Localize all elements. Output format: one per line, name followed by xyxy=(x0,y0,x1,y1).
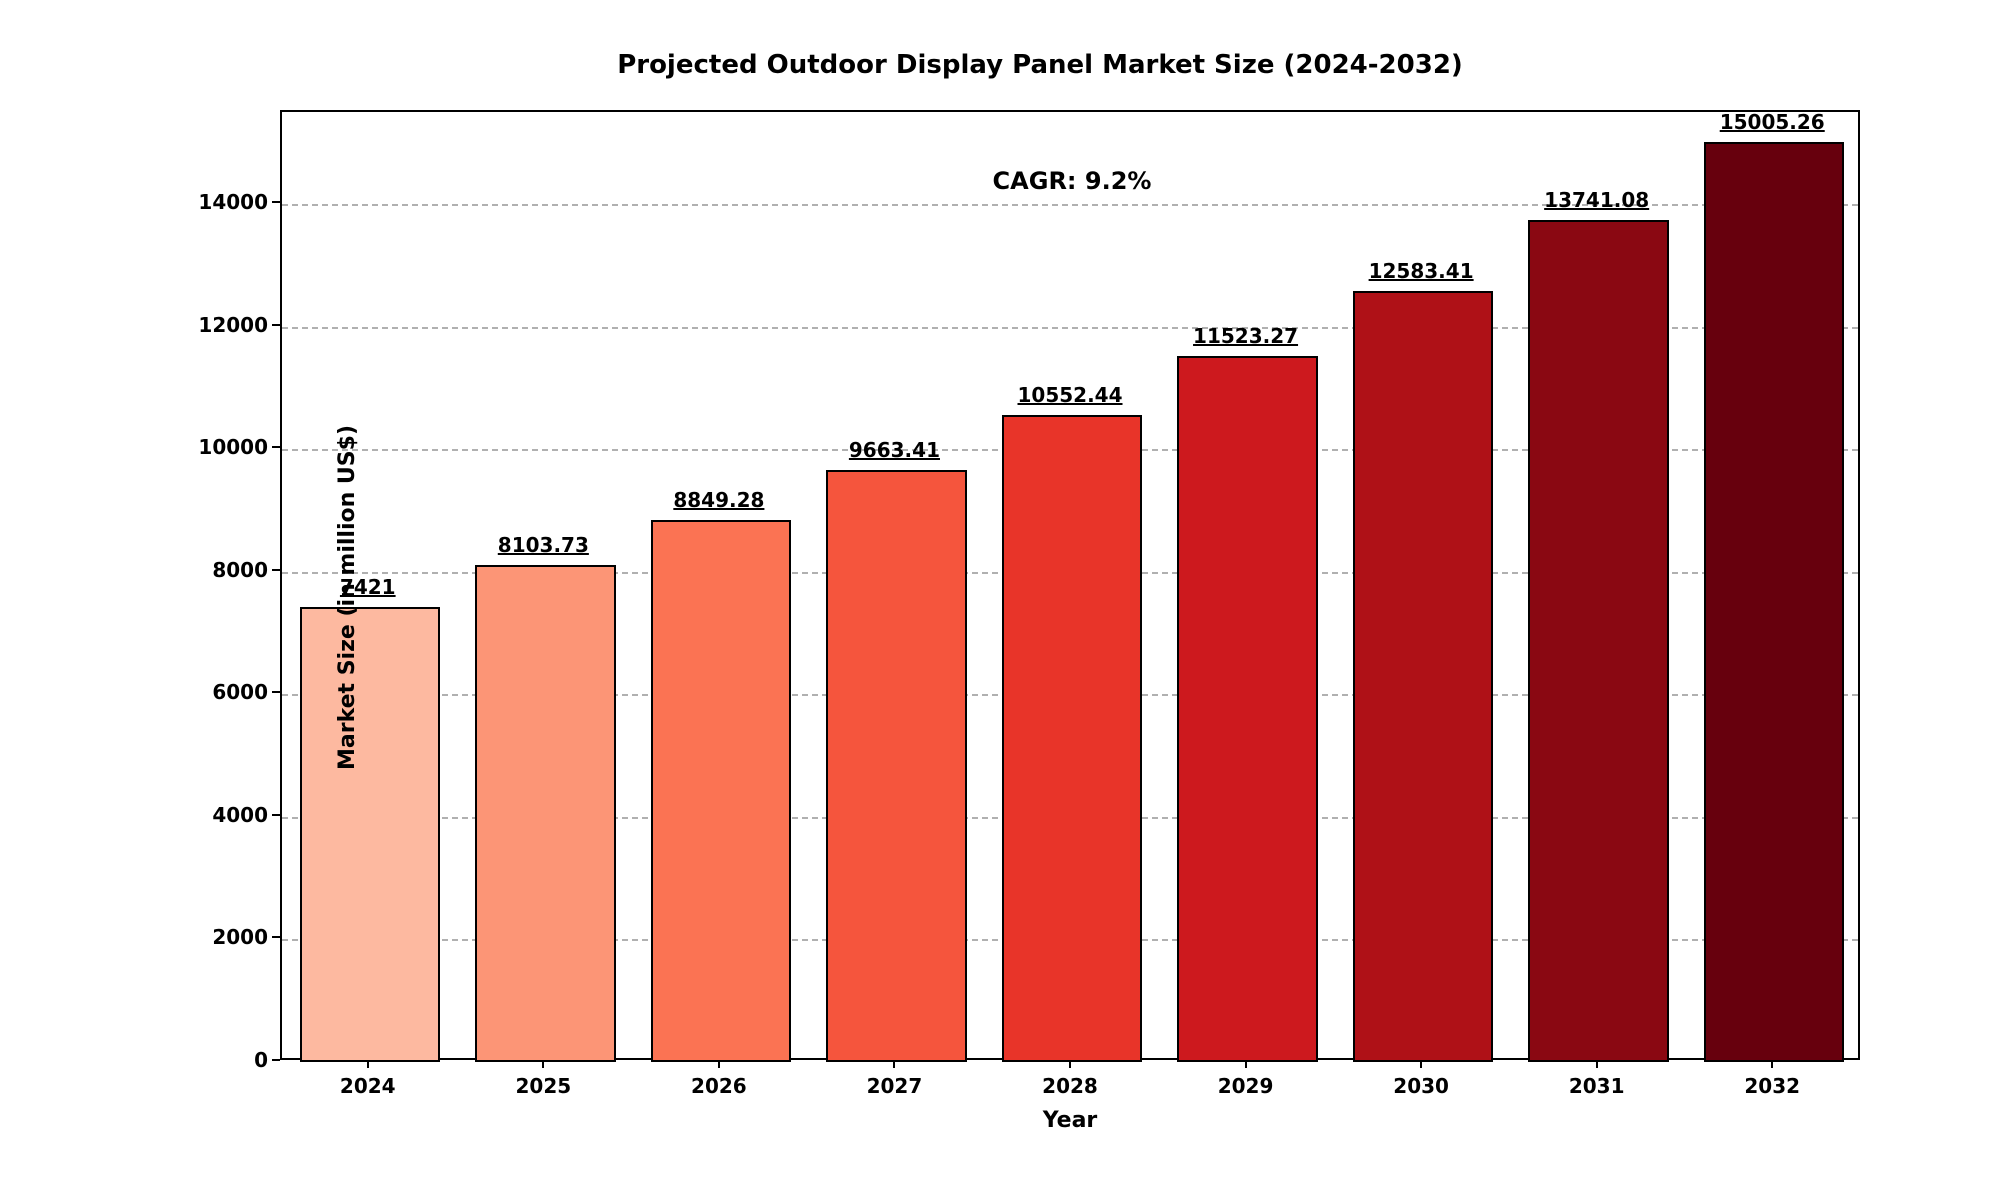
bar-value-label: 15005.26 xyxy=(1720,110,1825,134)
y-tick-label: 12000 xyxy=(198,313,268,337)
y-tick-label: 14000 xyxy=(198,190,268,214)
x-tick-label: 2027 xyxy=(867,1074,923,1098)
y-tick-mark xyxy=(272,569,280,571)
x-tick-label: 2030 xyxy=(1393,1074,1449,1098)
bar xyxy=(826,470,966,1062)
x-tick-mark xyxy=(542,1060,544,1068)
bar xyxy=(1528,220,1668,1062)
x-tick-label: 2031 xyxy=(1569,1074,1625,1098)
bar-value-label: 10552.44 xyxy=(1017,383,1122,407)
y-tick-mark xyxy=(272,691,280,693)
bar-value-label: 13741.08 xyxy=(1544,188,1649,212)
x-axis-label: Year xyxy=(280,1108,1860,1133)
bar xyxy=(1002,415,1142,1062)
chart-container: Projected Outdoor Display Panel Market S… xyxy=(160,50,1920,1150)
x-tick-mark xyxy=(1596,1060,1598,1068)
y-tick-label: 6000 xyxy=(212,680,268,704)
x-tick-mark xyxy=(1069,1060,1071,1068)
bar-value-label: 12583.41 xyxy=(1369,259,1474,283)
x-tick-label: 2029 xyxy=(1218,1074,1274,1098)
x-tick-mark xyxy=(1420,1060,1422,1068)
plot-area: CAGR: 9.2% xyxy=(280,110,1860,1060)
y-tick-label: 0 xyxy=(254,1048,268,1072)
chart-title: Projected Outdoor Display Panel Market S… xyxy=(160,50,1920,80)
x-tick-label: 2026 xyxy=(691,1074,747,1098)
y-tick-mark xyxy=(272,936,280,938)
cagr-annotation: CAGR: 9.2% xyxy=(993,167,1152,195)
bar xyxy=(300,607,440,1062)
bar-value-label: 7421 xyxy=(340,575,396,599)
x-tick-mark xyxy=(1245,1060,1247,1068)
bar-value-label: 9663.41 xyxy=(849,438,940,462)
x-tick-label: 2024 xyxy=(340,1074,396,1098)
bar xyxy=(1704,142,1844,1062)
x-tick-mark xyxy=(893,1060,895,1068)
bar-value-label: 8103.73 xyxy=(498,533,589,557)
bar xyxy=(475,565,615,1062)
y-tick-mark xyxy=(272,814,280,816)
y-tick-mark xyxy=(272,201,280,203)
y-tick-label: 4000 xyxy=(212,803,268,827)
y-tick-mark xyxy=(272,446,280,448)
y-tick-label: 8000 xyxy=(212,558,268,582)
x-tick-mark xyxy=(1771,1060,1773,1068)
x-tick-mark xyxy=(718,1060,720,1068)
bar xyxy=(1177,356,1317,1062)
y-tick-mark xyxy=(272,1059,280,1061)
bar-value-label: 8849.28 xyxy=(673,488,764,512)
x-tick-label: 2032 xyxy=(1744,1074,1800,1098)
x-tick-label: 2025 xyxy=(515,1074,571,1098)
bar xyxy=(651,520,791,1062)
y-tick-label: 2000 xyxy=(212,925,268,949)
x-tick-label: 2028 xyxy=(1042,1074,1098,1098)
bar-value-label: 11523.27 xyxy=(1193,324,1298,348)
y-tick-mark xyxy=(272,324,280,326)
bar xyxy=(1353,291,1493,1062)
y-tick-label: 10000 xyxy=(198,435,268,459)
x-tick-mark xyxy=(367,1060,369,1068)
